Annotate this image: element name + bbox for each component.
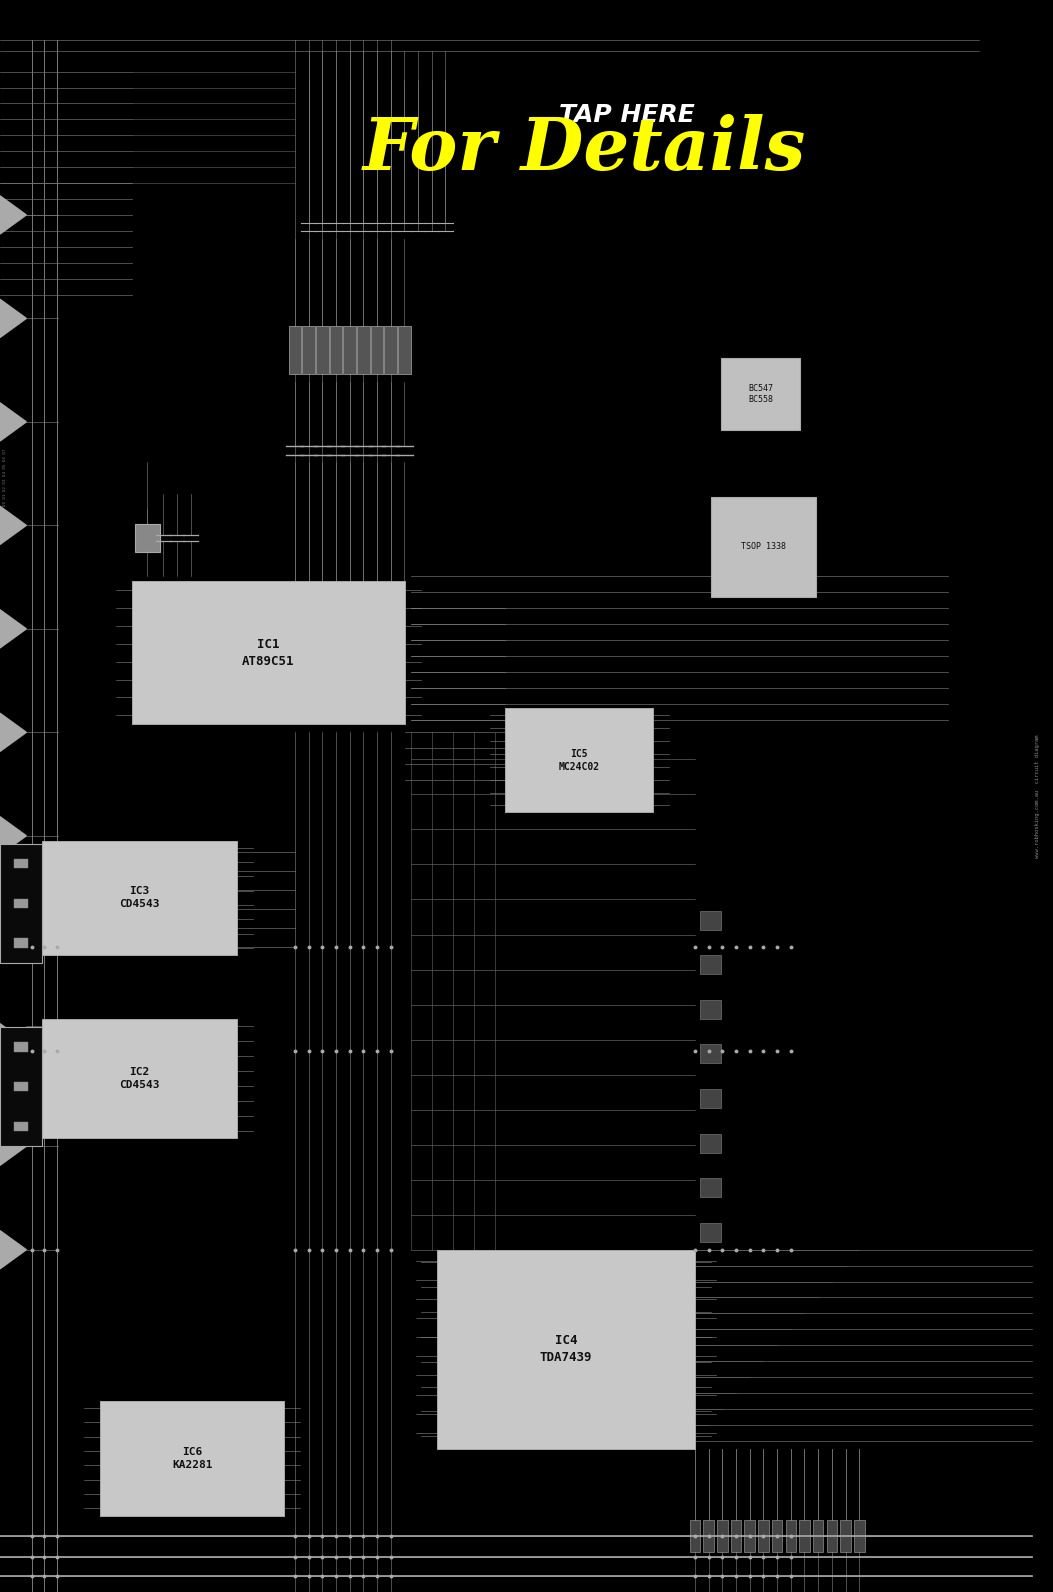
Bar: [827, 1520, 837, 1552]
Bar: [289, 326, 301, 374]
Polygon shape: [0, 817, 26, 855]
Polygon shape: [0, 1231, 26, 1269]
Bar: [343, 326, 356, 374]
Bar: [799, 1520, 810, 1552]
Text: For Details: For Details: [363, 115, 806, 185]
Text: IC3
CD4543: IC3 CD4543: [119, 887, 160, 909]
Bar: [63, 1075, 93, 1087]
Bar: [711, 497, 816, 597]
Polygon shape: [0, 920, 26, 958]
Bar: [721, 358, 800, 430]
Bar: [14, 858, 28, 868]
Text: IC4
TDA7439: IC4 TDA7439: [540, 1334, 592, 1364]
Bar: [384, 326, 397, 374]
Bar: [700, 1134, 721, 1153]
Polygon shape: [0, 713, 26, 751]
Text: IC6
KA2281: IC6 KA2281: [172, 1447, 213, 1469]
Bar: [302, 326, 315, 374]
Bar: [758, 1520, 769, 1552]
Bar: [132, 581, 405, 724]
Bar: [42, 841, 237, 955]
Bar: [700, 1044, 721, 1063]
Bar: [14, 1083, 28, 1092]
Polygon shape: [0, 610, 26, 648]
Bar: [700, 911, 721, 930]
Text: www.robhosking.com.au  circuit diagram: www.robhosking.com.au circuit diagram: [1035, 734, 1039, 858]
Bar: [63, 1095, 93, 1108]
Bar: [42, 1019, 237, 1138]
Bar: [330, 326, 342, 374]
Polygon shape: [0, 1127, 26, 1165]
Polygon shape: [0, 299, 26, 338]
Bar: [398, 326, 411, 374]
Bar: [700, 1178, 721, 1197]
Bar: [14, 898, 28, 907]
Bar: [731, 1520, 741, 1552]
Bar: [700, 955, 721, 974]
Text: D0 D1 D2 D3 D4 D5 D6 D7: D0 D1 D2 D3 D4 D5 D6 D7: [3, 449, 7, 506]
Bar: [700, 1000, 721, 1019]
Text: IC1
AT89C51: IC1 AT89C51: [242, 638, 295, 667]
Text: BC547
BC558: BC547 BC558: [749, 384, 773, 404]
Bar: [14, 1041, 28, 1051]
Bar: [813, 1520, 823, 1552]
Bar: [14, 939, 28, 949]
Bar: [0, 844, 42, 963]
Bar: [357, 326, 370, 374]
Bar: [717, 1520, 728, 1552]
Polygon shape: [0, 403, 26, 441]
Polygon shape: [0, 196, 26, 234]
Bar: [505, 708, 653, 812]
Polygon shape: [0, 1024, 26, 1062]
Bar: [63, 1054, 93, 1067]
Bar: [14, 1121, 28, 1130]
Bar: [703, 1520, 714, 1552]
Bar: [63, 1033, 93, 1046]
Bar: [316, 326, 329, 374]
Bar: [437, 1250, 695, 1449]
Text: IC2
CD4543: IC2 CD4543: [119, 1067, 160, 1091]
Polygon shape: [0, 506, 26, 544]
Bar: [135, 524, 160, 552]
Bar: [786, 1520, 796, 1552]
Bar: [371, 326, 383, 374]
Bar: [840, 1520, 851, 1552]
Bar: [772, 1520, 782, 1552]
Bar: [63, 1116, 93, 1129]
Bar: [100, 1401, 284, 1516]
Text: TAP HERE: TAP HERE: [558, 102, 695, 127]
Bar: [690, 1520, 700, 1552]
Bar: [854, 1520, 865, 1552]
Bar: [700, 1089, 721, 1108]
Bar: [744, 1520, 755, 1552]
Text: TSOP 1338: TSOP 1338: [741, 543, 786, 551]
Bar: [700, 1223, 721, 1242]
Text: IC5
MC24C02: IC5 MC24C02: [558, 748, 600, 772]
Bar: [0, 1027, 42, 1146]
